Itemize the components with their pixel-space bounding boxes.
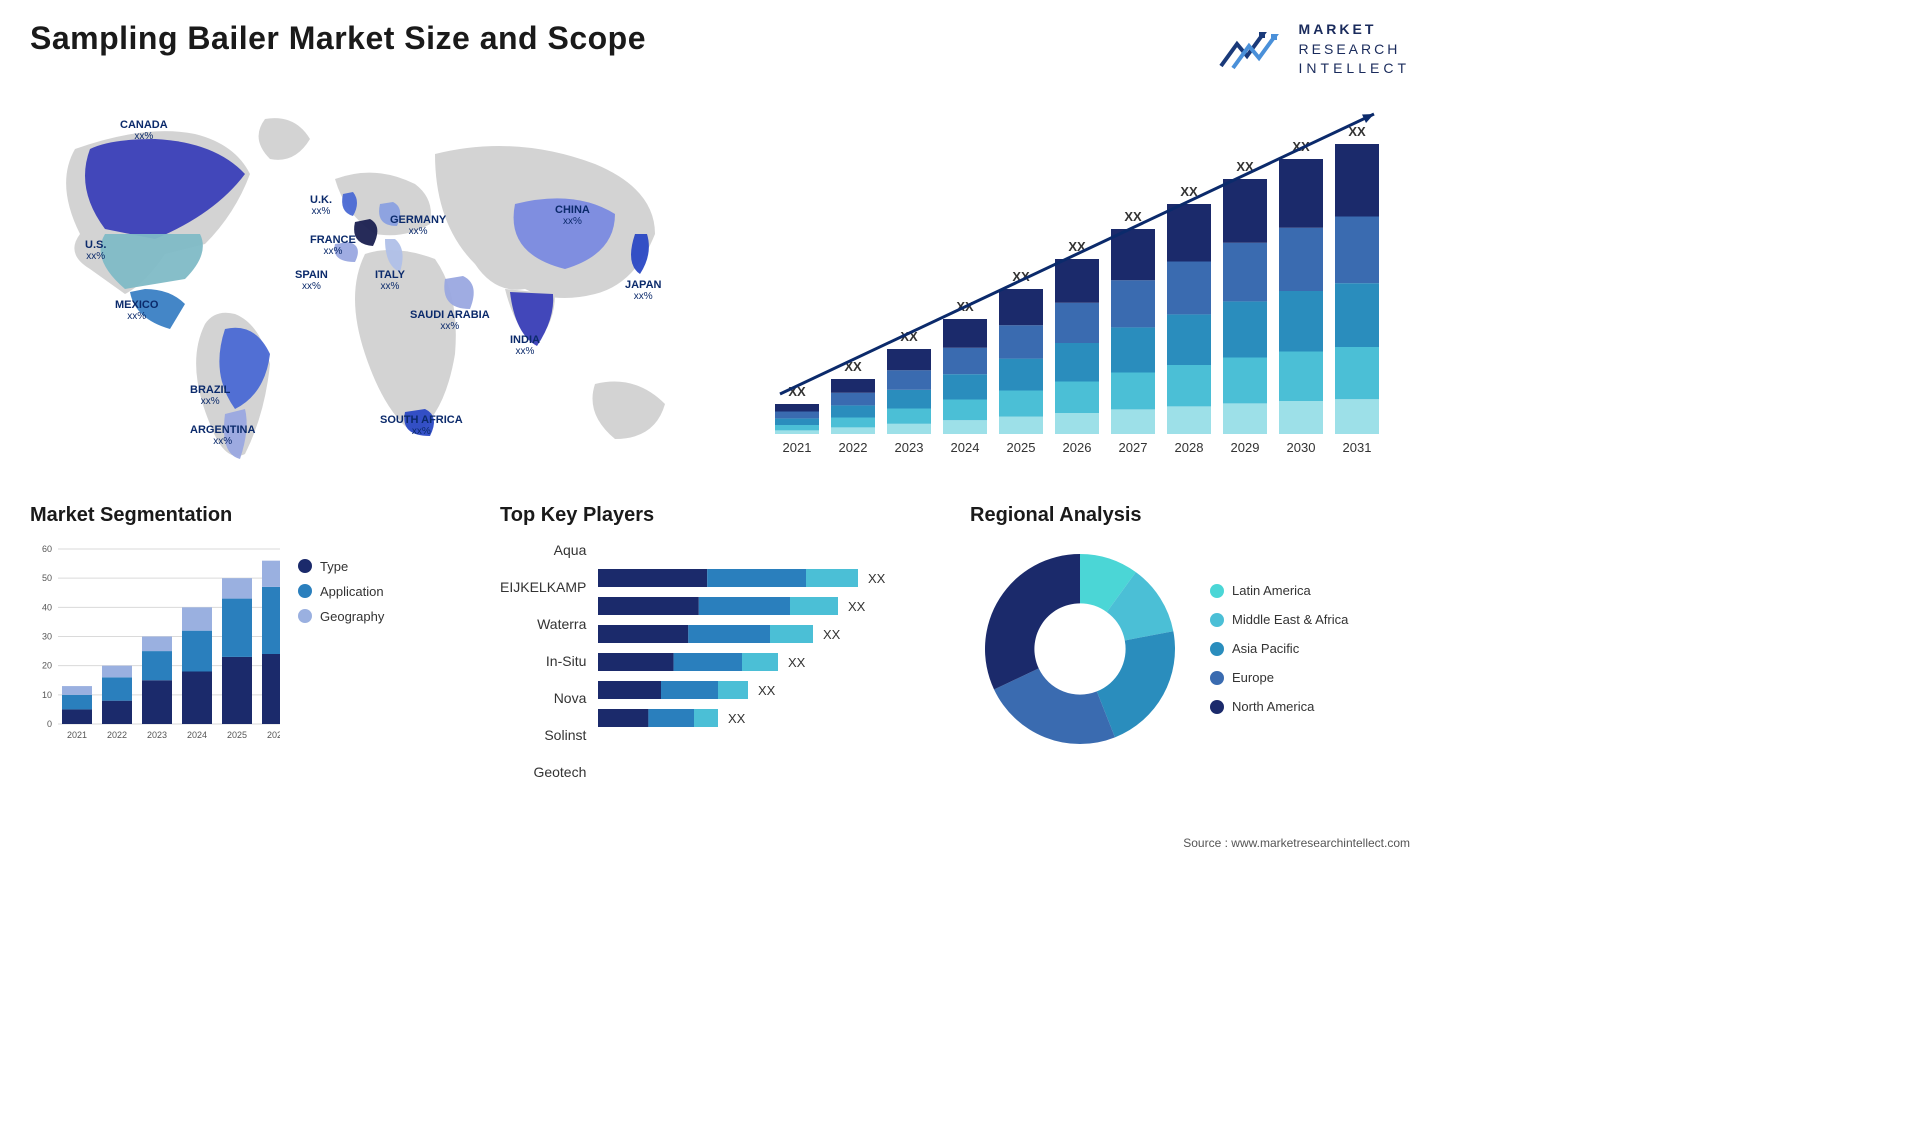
segmentation-legend: Type Application Geography (298, 559, 384, 624)
svg-text:2027: 2027 (1119, 440, 1148, 455)
key-players-title: Top Key Players (500, 504, 940, 527)
map-label: INDIAxx% (510, 334, 540, 357)
logo-line3: INTELLECT (1299, 59, 1410, 79)
svg-text:2023: 2023 (895, 440, 924, 455)
map-label: CHINAxx% (555, 204, 590, 227)
legend-item: Application (298, 584, 384, 599)
player-label: Waterra (500, 615, 586, 643)
segmentation-title: Market Segmentation (30, 504, 470, 527)
segmentation-chart: 0 10 20 30 40 50 60 2021 2022 2023 2024 2025 2026 (30, 539, 280, 749)
legend-item: Geography (298, 609, 384, 624)
map-label: JAPANxx% (625, 279, 661, 302)
svg-text:30: 30 (42, 631, 52, 641)
growth-chart-panel: XX2021XX2022XX2023XX2024XX2025XX2026XX20… (740, 94, 1410, 479)
map-label: SOUTH AFRICAxx% (380, 414, 463, 437)
player-label: Geotech (500, 763, 586, 791)
svg-text:2024: 2024 (187, 730, 207, 740)
legend-item: North America (1210, 699, 1348, 714)
player-label: In-Situ (500, 652, 586, 680)
world-map (30, 94, 700, 474)
svg-text:60: 60 (42, 544, 52, 554)
key-players-chart: XXXXXXXXXXXX (598, 539, 918, 739)
regional-donut (970, 539, 1190, 759)
logo-line2: RESEARCH (1299, 40, 1410, 60)
svg-text:XX: XX (1124, 209, 1142, 224)
svg-text:2028: 2028 (1175, 440, 1204, 455)
legend-item: Asia Pacific (1210, 641, 1348, 656)
legend-item: Type (298, 559, 384, 574)
svg-text:2030: 2030 (1287, 440, 1316, 455)
regional-legend: Latin America Middle East & Africa Asia Pa… (1210, 583, 1348, 714)
svg-text:XX: XX (728, 711, 746, 726)
regional-title: Regional Analysis (970, 504, 1410, 527)
svg-text:2021: 2021 (783, 440, 812, 455)
map-label: ARGENTINAxx% (190, 424, 255, 447)
svg-text:2022: 2022 (839, 440, 868, 455)
svg-text:XX: XX (823, 627, 841, 642)
segmentation-panel: Market Segmentation 0 10 20 30 40 50 60 2021 202… (30, 504, 470, 791)
legend-item: Latin America (1210, 583, 1348, 598)
map-label: BRAZILxx% (190, 384, 230, 407)
brand-logo: MARKET RESEARCH INTELLECT (1219, 20, 1410, 79)
svg-text:XX: XX (788, 655, 806, 670)
map-label: U.K.xx% (310, 194, 332, 217)
key-players-panel: Top Key Players Aqua EIJKELKAMP Waterra In-… (500, 504, 940, 791)
svg-text:2025: 2025 (1007, 440, 1036, 455)
map-label: MEXICOxx% (115, 299, 158, 322)
svg-text:2031: 2031 (1343, 440, 1372, 455)
svg-text:XX: XX (758, 683, 776, 698)
player-label: Solinst (500, 726, 586, 754)
map-label: GERMANYxx% (390, 214, 446, 237)
map-label: ITALYxx% (375, 269, 405, 292)
svg-text:2025: 2025 (227, 730, 247, 740)
legend-item: Europe (1210, 670, 1348, 685)
svg-text:0: 0 (47, 719, 52, 729)
map-label: CANADAxx% (120, 119, 168, 142)
player-label: EIJKELKAMP (500, 578, 586, 606)
svg-text:2026: 2026 (1063, 440, 1092, 455)
svg-text:2022: 2022 (107, 730, 127, 740)
svg-text:2026: 2026 (267, 730, 280, 740)
svg-text:2024: 2024 (951, 440, 980, 455)
map-label: FRANCExx% (310, 234, 356, 257)
source-attribution: Source : www.marketresearchintellect.com (1183, 836, 1410, 850)
svg-text:XX: XX (848, 599, 866, 614)
svg-text:10: 10 (42, 690, 52, 700)
key-players-labels: Aqua EIJKELKAMP Waterra In-Situ Nova Solinst G… (500, 539, 586, 791)
player-label: Aqua (500, 541, 586, 569)
logo-line1: MARKET (1299, 20, 1410, 40)
player-label: Nova (500, 689, 586, 717)
svg-text:2023: 2023 (147, 730, 167, 740)
map-label: SAUDI ARABIAxx% (410, 309, 490, 332)
page-title: Sampling Bailer Market Size and Scope (30, 20, 646, 57)
svg-text:50: 50 (42, 573, 52, 583)
svg-text:2029: 2029 (1231, 440, 1260, 455)
map-label: SPAINxx% (295, 269, 328, 292)
growth-bar-chart: XX2021XX2022XX2023XX2024XX2025XX2026XX20… (740, 94, 1410, 474)
regional-panel: Regional Analysis Latin America Middle Ea… (970, 504, 1410, 791)
world-map-panel: CANADAxx% U.S.xx% MEXICOxx% BRAZILxx% ARGENT… (30, 94, 700, 479)
svg-text:XX: XX (868, 571, 886, 586)
map-label: U.S.xx% (85, 239, 106, 262)
legend-item: Middle East & Africa (1210, 612, 1348, 627)
svg-text:2021: 2021 (67, 730, 87, 740)
svg-text:20: 20 (42, 660, 52, 670)
svg-text:40: 40 (42, 602, 52, 612)
